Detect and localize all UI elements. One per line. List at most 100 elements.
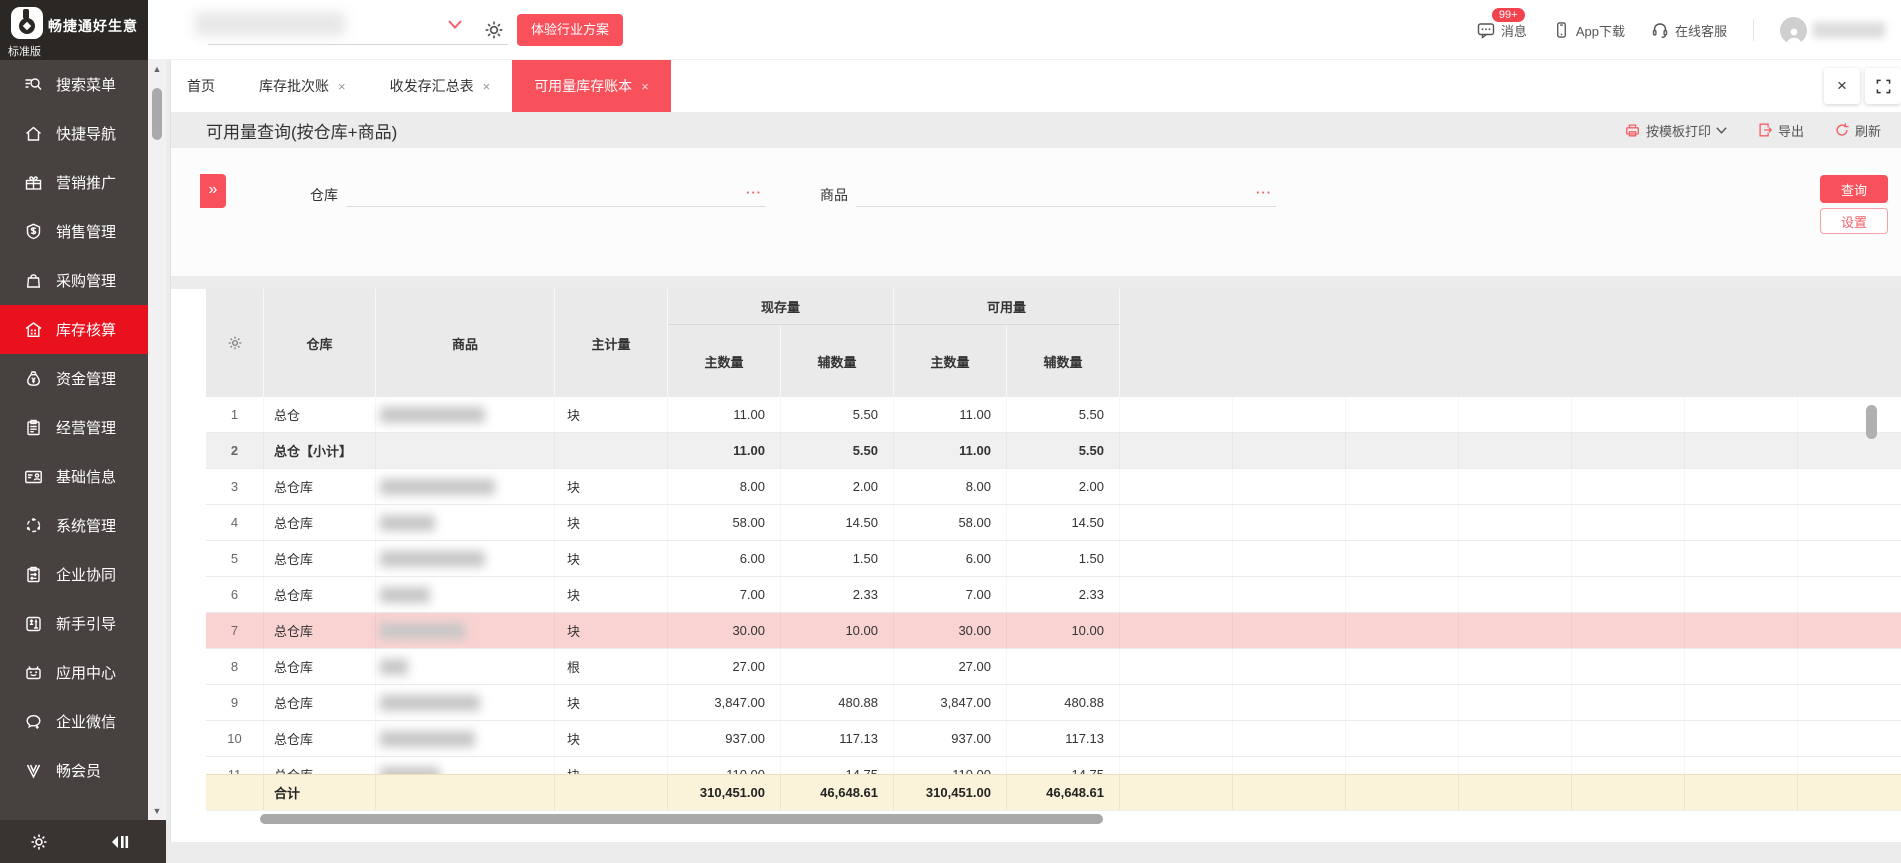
table-row[interactable]: 5 总仓库块 6.00 1.50 6.00 1.50 <box>206 541 1901 577</box>
collapse-sidebar-icon[interactable] <box>110 834 130 850</box>
warehouse-picker-ellipsis-icon[interactable]: ··· <box>746 185 762 200</box>
sidebar-item[interactable]: 畅会员 <box>0 746 148 795</box>
table-row[interactable]: 1 总仓块 11.00 5.50 11.00 5.50 <box>206 397 1901 433</box>
col-header-main-qty[interactable]: 主数量 <box>894 325 1007 397</box>
sidebar-item[interactable]: 销售管理 <box>0 207 148 256</box>
main-unit-cell: 块 <box>555 721 668 756</box>
sidebar-item-icon <box>24 663 43 682</box>
sidebar-item[interactable]: 应用中心 <box>0 648 148 697</box>
expected-qty-cell <box>1572 397 1685 432</box>
available-main-qty: 30.00 <box>894 613 1007 648</box>
expected-qty-cell <box>1459 433 1572 468</box>
settings-button[interactable]: 设置 <box>1820 208 1888 234</box>
query-button[interactable]: 查询 <box>1820 175 1888 203</box>
warehouse-filter-input[interactable]: ··· <box>346 181 766 207</box>
sidebar-menu: 搜索菜单 快捷导航 营销推广 销售管理 采购管理库存核算资金管理 经营管理 基础信息 系统管理… <box>0 60 148 795</box>
expected-qty-cell <box>1572 757 1685 774</box>
product-cell <box>376 721 555 756</box>
product-name-redacted <box>380 406 485 423</box>
sidebar-item[interactable]: 库存核算 <box>0 305 148 354</box>
sidebar-item[interactable]: 企业协同 <box>0 550 148 599</box>
close-icon[interactable]: × <box>1824 68 1860 104</box>
messages-link[interactable]: 99+ 消息 <box>1477 6 1527 40</box>
refresh-button[interactable]: 刷新 <box>1834 121 1881 140</box>
col-header-aux-qty[interactable]: 辅数量 <box>781 325 894 397</box>
chevron-down-icon[interactable] <box>448 20 462 29</box>
expected-qty-cell <box>1459 577 1572 612</box>
tab-inout-summary[interactable]: 收发存汇总表 × <box>389 78 491 94</box>
column-settings-gear-icon[interactable] <box>206 289 264 397</box>
gear-icon[interactable] <box>484 20 504 40</box>
close-tab-icon[interactable]: × <box>641 78 649 94</box>
scroll-up-arrow-icon[interactable]: ▲ <box>152 64 162 74</box>
table-row[interactable]: 2 总仓【小计】 11.00 5.50 11.00 5.50 <box>206 433 1901 469</box>
expected-qty-cell <box>1572 685 1685 720</box>
sidebar-scrollbar[interactable]: ▲ ▼ <box>148 60 166 820</box>
table-row[interactable]: 4 总仓库块 58.00 14.50 58.00 14.50 <box>206 505 1901 541</box>
filter-collapse-tag[interactable]: » <box>200 174 226 208</box>
current-aux-qty: 2.00 <box>781 469 894 504</box>
current-aux-qty: 10.00 <box>781 613 894 648</box>
sidebar-item[interactable]: 企业微信 <box>0 697 148 746</box>
sidebar-item[interactable]: 系统管理 <box>0 501 148 550</box>
table-row[interactable]: 8 总仓库根 27.00 27.00 <box>206 649 1901 685</box>
horizontal-scroll-thumb[interactable] <box>260 814 1103 824</box>
product-filter-input[interactable]: ··· <box>856 181 1276 207</box>
close-tab-icon[interactable]: × <box>338 78 346 94</box>
tab-batch-ledger[interactable]: 库存批次账 × <box>259 78 346 94</box>
current-main-qty: 30.00 <box>668 613 781 648</box>
sidebar-item[interactable]: 营销推广 <box>0 158 148 207</box>
sidebar-item[interactable]: 经营管理 <box>0 403 148 452</box>
expected-qty-cell <box>1685 469 1798 504</box>
sidebar-item-label: 应用中心 <box>56 665 117 682</box>
available-aux-qty <box>1007 649 1120 684</box>
available-aux-qty: 14.75 <box>1007 757 1120 774</box>
expected-qty-cell <box>1120 397 1233 432</box>
table-row[interactable]: 6 总仓库块 7.00 2.33 7.00 2.33 <box>206 577 1901 613</box>
scroll-down-arrow-icon[interactable]: ▼ <box>152 806 162 816</box>
print-by-template-button[interactable]: 按模板打印 <box>1624 121 1727 140</box>
sidebar-scroll-thumb[interactable] <box>152 88 162 140</box>
fullscreen-icon[interactable] <box>1865 68 1901 104</box>
close-tab-icon[interactable]: × <box>482 78 491 94</box>
product-picker-ellipsis-icon[interactable]: ··· <box>1256 185 1272 200</box>
available-aux-qty: 2.33 <box>1007 577 1120 612</box>
expected-qty-cell <box>1346 613 1459 648</box>
main-unit-cell <box>555 433 668 468</box>
current-aux-qty: 14.50 <box>781 505 894 540</box>
global-search-input[interactable] <box>195 12 345 36</box>
table-row[interactable]: 3 总仓库块 8.00 2.00 8.00 2.00 <box>206 469 1901 505</box>
sidebar-item[interactable]: 采购管理 <box>0 256 148 305</box>
app-download-link[interactable]: App下载 <box>1553 21 1625 40</box>
vertical-scroll-thumb[interactable] <box>1866 405 1877 439</box>
horizontal-scrollbar[interactable] <box>206 810 1901 826</box>
table-row[interactable]: 9 总仓库块 3,847.00 480.88 3,847.00 480.88 <box>206 685 1901 721</box>
tab-home[interactable]: 首页 <box>187 78 215 94</box>
online-support-link[interactable]: 在线客服 <box>1651 21 1727 40</box>
available-main-qty: 11.00 <box>894 397 1007 432</box>
sidebar-item-label: 库存核算 <box>56 322 117 339</box>
sidebar-item[interactable]: 基础信息 <box>0 452 148 501</box>
tab-available-ledger[interactable]: 可用量库存账本 × <box>512 60 671 112</box>
col-header-main-unit[interactable]: 主计量 <box>555 289 668 397</box>
table-row[interactable]: 10 总仓库块 937.00 117.13 937.00 117.13 <box>206 721 1901 757</box>
page-title-bar: 可用量查询(按仓库+商品) 按模板打印 导出 刷新 <box>171 112 1901 148</box>
user-account[interactable] <box>1780 16 1885 44</box>
sidebar-item[interactable]: 新手引导 <box>0 599 148 648</box>
trial-solution-button[interactable]: 体验行业方案 <box>517 14 624 46</box>
settings-gear-icon[interactable] <box>30 833 48 851</box>
sidebar-item[interactable]: 资金管理 <box>0 354 148 403</box>
export-button[interactable]: 导出 <box>1757 121 1804 140</box>
sidebar-item[interactable]: 搜索菜单 <box>0 60 148 109</box>
col-header-product[interactable]: 商品 <box>376 289 555 397</box>
col-header-main-qty[interactable]: 主数量 <box>668 325 781 397</box>
row-number: 5 <box>206 541 264 576</box>
col-header-warehouse[interactable]: 仓库 <box>264 289 376 397</box>
col-header-aux-qty[interactable]: 辅数量 <box>1007 325 1120 397</box>
table-row[interactable]: 7 总仓库块 30.00 10.00 30.00 10.00 <box>206 613 1901 649</box>
warehouse-cell: 总仓 <box>264 397 376 432</box>
expected-qty-cell <box>1120 721 1233 756</box>
sidebar-item[interactable]: 快捷导航 <box>0 109 148 158</box>
expected-qty-cell <box>1120 757 1233 774</box>
